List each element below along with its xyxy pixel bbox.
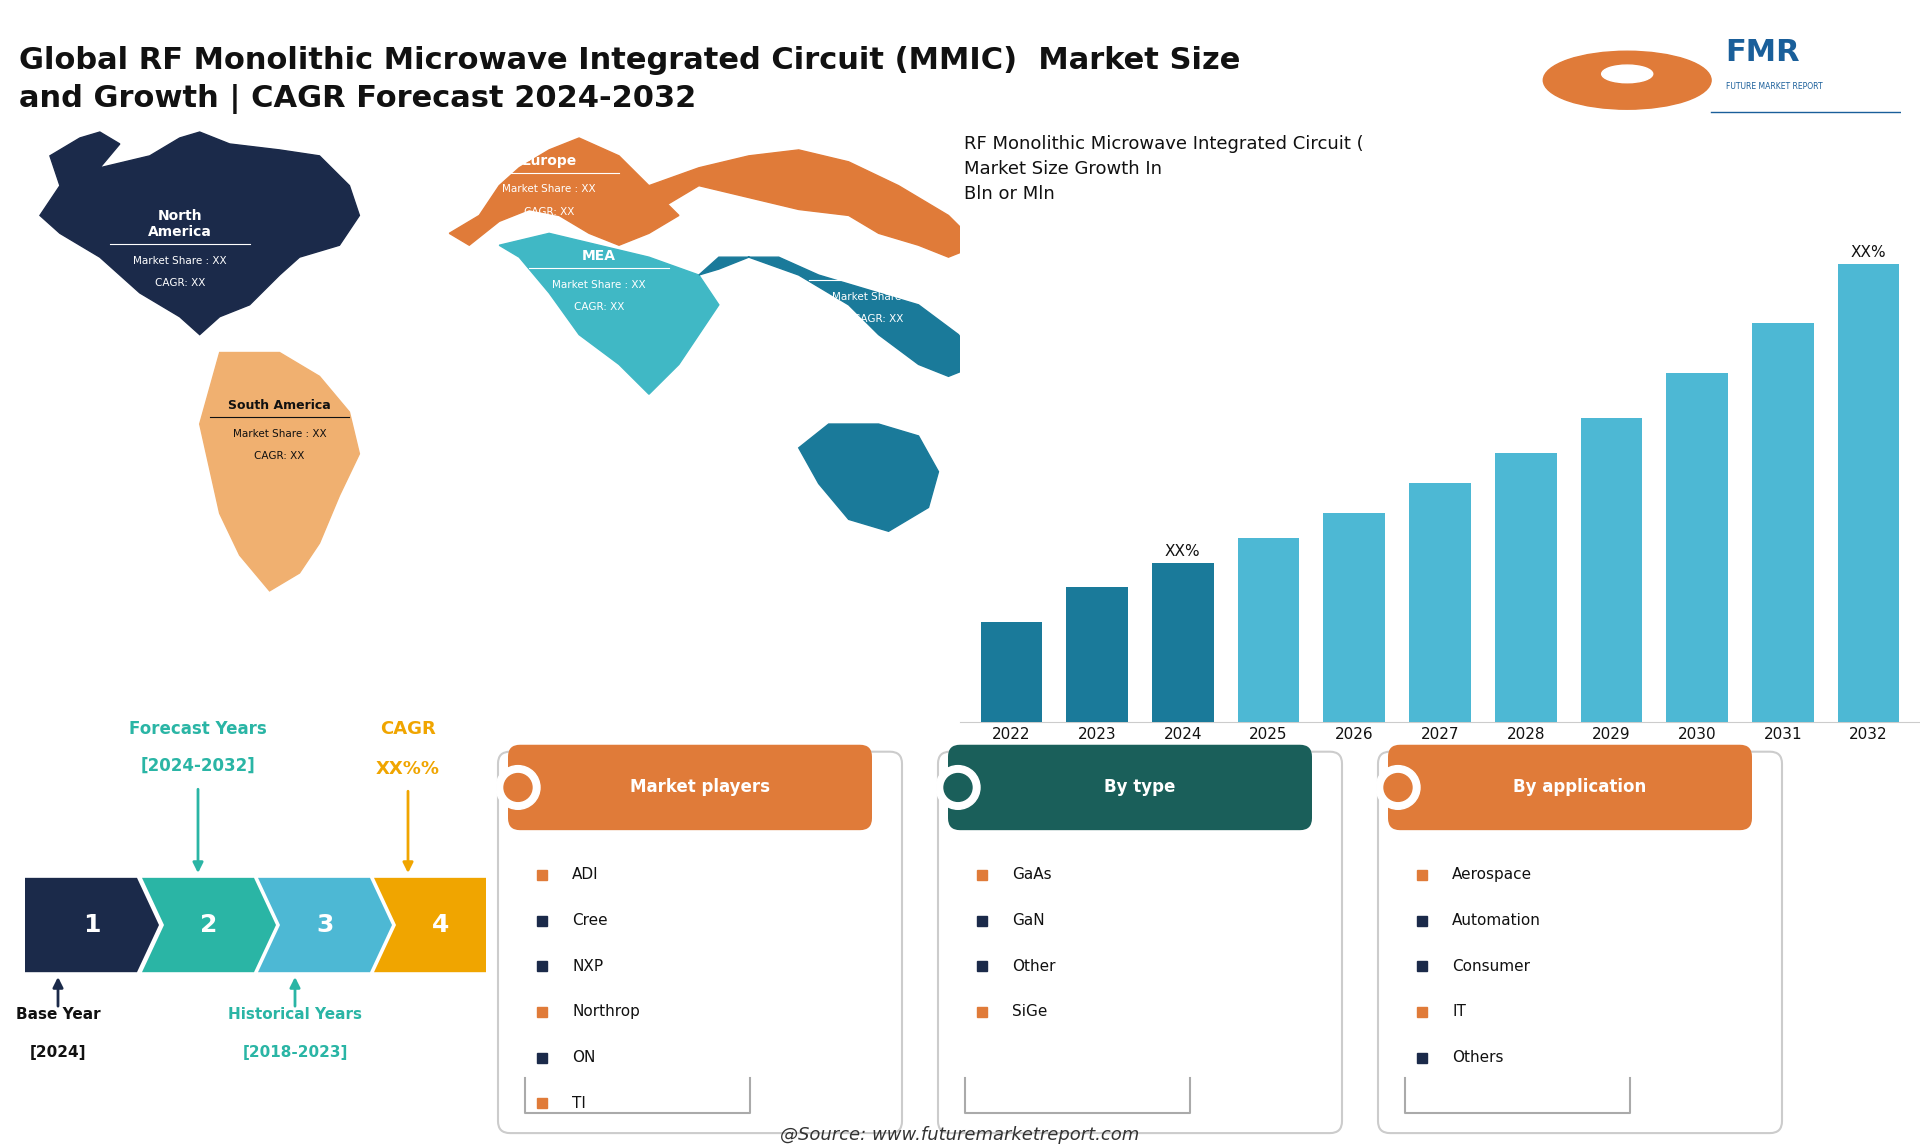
Text: Northrop: Northrop <box>572 1004 639 1020</box>
Text: Automation: Automation <box>1452 913 1542 928</box>
Polygon shape <box>374 878 486 972</box>
Bar <box>1837 264 1899 722</box>
Text: [2018-2023]: [2018-2023] <box>242 1045 348 1060</box>
Text: TI: TI <box>572 1096 586 1110</box>
Text: CAGR: XX: CAGR: XX <box>154 278 205 288</box>
Text: Market Share : XX: Market Share : XX <box>132 256 227 266</box>
Text: Other: Other <box>1012 959 1056 974</box>
Polygon shape <box>799 424 939 532</box>
Text: FMR: FMR <box>1726 38 1801 66</box>
Text: Cree: Cree <box>572 913 607 928</box>
Bar <box>1496 453 1557 722</box>
Bar <box>1066 588 1129 722</box>
FancyBboxPatch shape <box>509 745 872 830</box>
Polygon shape <box>499 234 718 394</box>
Text: FUTURE MARKET REPORT: FUTURE MARKET REPORT <box>1726 83 1822 91</box>
Text: Asia Pacific: Asia Pacific <box>833 261 924 275</box>
Polygon shape <box>25 878 159 972</box>
Text: 1: 1 <box>83 913 100 937</box>
Text: SiGe: SiGe <box>1012 1004 1048 1020</box>
Polygon shape <box>449 138 680 245</box>
Text: North
America: North America <box>148 209 211 240</box>
Text: ON: ON <box>572 1050 595 1065</box>
Text: [2024]: [2024] <box>29 1045 86 1060</box>
Text: Market players: Market players <box>630 778 770 796</box>
Text: Others: Others <box>1452 1050 1503 1065</box>
Text: Forecast Years: Forecast Years <box>129 720 267 738</box>
FancyBboxPatch shape <box>1388 745 1751 830</box>
Text: 2: 2 <box>200 913 217 937</box>
Text: ADI: ADI <box>572 868 599 882</box>
Bar <box>1152 563 1213 722</box>
FancyBboxPatch shape <box>1379 752 1782 1133</box>
Circle shape <box>937 766 979 809</box>
Text: GaN: GaN <box>1012 913 1044 928</box>
Polygon shape <box>257 878 392 972</box>
Text: IT: IT <box>1452 1004 1465 1020</box>
Text: Aerospace: Aerospace <box>1452 868 1532 882</box>
Text: GaAs: GaAs <box>1012 868 1052 882</box>
Bar <box>1667 374 1728 722</box>
Polygon shape <box>200 353 359 591</box>
Text: Market Share : XX: Market Share : XX <box>232 429 326 439</box>
Text: NXP: NXP <box>572 959 603 974</box>
Bar <box>1409 482 1471 722</box>
Bar <box>1238 537 1300 722</box>
Bar <box>1323 512 1384 722</box>
Circle shape <box>495 766 540 809</box>
FancyBboxPatch shape <box>948 745 1311 830</box>
Text: Market Share : XX: Market Share : XX <box>503 185 595 195</box>
Text: [2024-2032]: [2024-2032] <box>140 756 255 775</box>
Bar <box>1580 418 1642 722</box>
Polygon shape <box>40 132 359 335</box>
Bar <box>981 622 1043 722</box>
Text: Market Share : XX: Market Share : XX <box>831 292 925 301</box>
Text: XX%%: XX%% <box>376 760 440 777</box>
Text: MEA: MEA <box>582 249 616 264</box>
Text: XX%: XX% <box>1851 244 1885 260</box>
Text: Consumer: Consumer <box>1452 959 1530 974</box>
Text: Historical Years: Historical Years <box>228 1007 363 1022</box>
Circle shape <box>945 774 972 801</box>
Text: Market Share : XX: Market Share : XX <box>553 280 645 290</box>
Text: Global RF Monolithic Microwave Integrated Circuit (MMIC)  Market Size
and Growth: Global RF Monolithic Microwave Integrate… <box>19 46 1240 115</box>
Polygon shape <box>699 257 979 376</box>
Text: 4: 4 <box>432 913 449 937</box>
Text: 3: 3 <box>317 913 334 937</box>
Polygon shape <box>142 878 276 972</box>
Text: XX%: XX% <box>1165 543 1200 558</box>
Circle shape <box>1377 766 1421 809</box>
Text: CAGR: XX: CAGR: XX <box>852 314 904 324</box>
Text: CAGR: CAGR <box>380 720 436 738</box>
Text: By type: By type <box>1104 778 1175 796</box>
Circle shape <box>503 774 532 801</box>
Text: CAGR: XX: CAGR: XX <box>253 450 305 461</box>
Text: CAGR: XX: CAGR: XX <box>574 301 624 312</box>
Text: RF Monolithic Microwave Integrated Circuit (
Market Size Growth In
Bln or Mln: RF Monolithic Microwave Integrated Circu… <box>964 135 1363 203</box>
Text: CAGR: XX: CAGR: XX <box>524 206 574 217</box>
FancyBboxPatch shape <box>497 752 902 1133</box>
Polygon shape <box>618 150 979 257</box>
Text: Europe: Europe <box>522 154 576 167</box>
Text: South America: South America <box>228 399 330 413</box>
Circle shape <box>1544 52 1711 109</box>
FancyBboxPatch shape <box>939 752 1342 1133</box>
Circle shape <box>1601 65 1653 83</box>
Text: Base Year: Base Year <box>15 1007 100 1022</box>
Circle shape <box>1384 774 1411 801</box>
Text: By application: By application <box>1513 778 1647 796</box>
Text: @Source: www.futuremarketreport.com: @Source: www.futuremarketreport.com <box>780 1127 1140 1144</box>
Bar <box>1751 323 1814 722</box>
